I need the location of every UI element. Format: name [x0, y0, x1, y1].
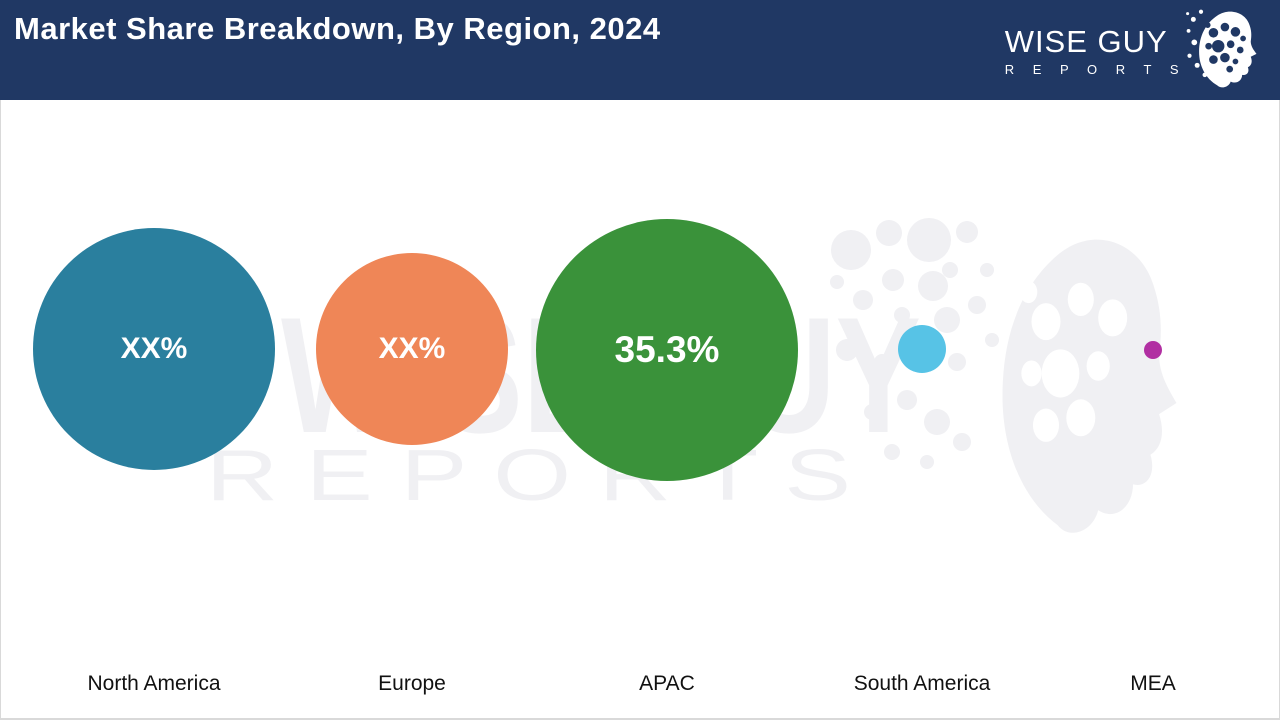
logo-subtitle: R E P O R T S	[1004, 61, 1186, 77]
header-bar: Market Share Breakdown, By Region, 2024 …	[0, 0, 1280, 100]
page-title: Market Share Breakdown, By Region, 2024	[14, 11, 661, 46]
category-label-apac: APAC	[639, 672, 695, 695]
category-label-north-america: North America	[87, 672, 221, 695]
category-label-mea: MEA	[1130, 672, 1176, 695]
bubble-value-label: 35.3%	[614, 329, 720, 370]
bubble-mea	[1144, 341, 1162, 359]
head-profile-icon	[1186, 9, 1257, 88]
wise-guy-logo: WISE GUY R E P O R T S	[1005, 4, 1266, 96]
chart-area: WISE GUY R E P O R T S	[0, 100, 1280, 720]
bubble-apac: 35.3%	[536, 219, 798, 481]
logo-text: WISE GUY R E P O R T S	[1005, 24, 1186, 77]
category-label-europe: Europe	[378, 672, 446, 695]
bubble-south-america	[898, 325, 946, 373]
bubble-europe: XX%	[316, 253, 508, 445]
watermark-subtitle: R E P O R T S	[206, 436, 851, 516]
bubble-value-label: XX%	[378, 332, 446, 365]
logo-wordmark: WISE GUY	[1004, 23, 1168, 59]
bubble-value-label: XX%	[120, 332, 188, 365]
category-label-south-america: South America	[853, 672, 991, 695]
bubble-north-america: XX%	[33, 228, 275, 470]
